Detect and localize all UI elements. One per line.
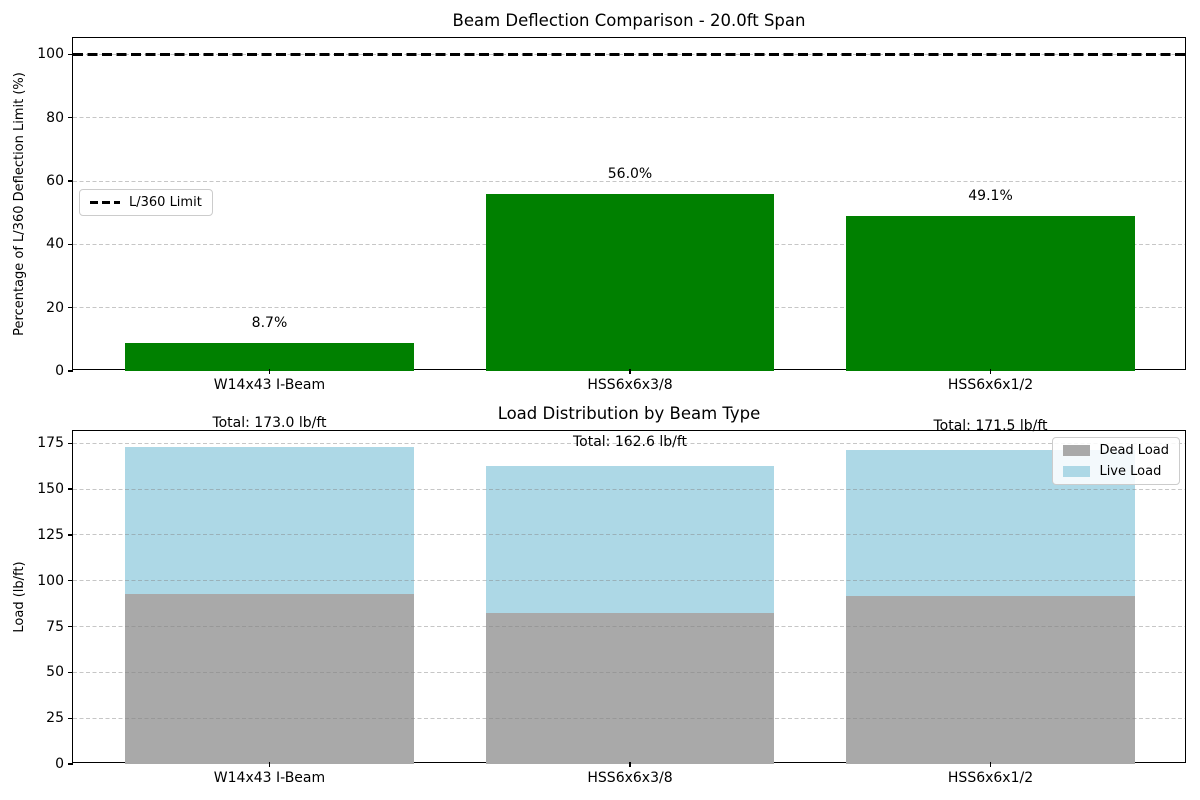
x-tick-label: W14x43 I-Beam [213, 770, 326, 786]
plot-area: 0 25 50 75 100 125 150 175 W14x43 I-Beam HSS6x6x3… [37, 415, 1186, 786]
gridline [73, 717, 1185, 719]
y-tick-label: 75 [46, 618, 64, 635]
y-axis-label: Percentage of L/360 Deflection Limit (%) [12, 71, 27, 336]
y-tick-mark [68, 180, 73, 182]
legend: Dead Load Live Load [1052, 437, 1180, 485]
y-tick-mark [68, 717, 73, 719]
bar-segment [125, 446, 414, 594]
x-tick-mark [268, 369, 271, 374]
bar [485, 193, 775, 371]
y-tick-mark [68, 442, 73, 444]
x-tick-label: W14x43 I-Beam [213, 377, 326, 393]
y-tick-label: 175 [37, 435, 64, 452]
bar-value-label: 56.0% [607, 165, 653, 182]
y-tick-label: 100 [37, 572, 64, 589]
x-tick-label: HSS6x6x1/2 [947, 377, 1034, 393]
y-tick-mark [68, 243, 73, 245]
load-distribution-chart: Load Distribution by Beam Type Load (lb/… [12, 405, 1186, 786]
color-patch-swatch [1063, 445, 1091, 456]
bar-total-label: Total: 173.0 lb/ft [212, 414, 327, 431]
legend: L/360 Limit [79, 189, 213, 216]
gridline [73, 488, 1185, 490]
gridline [73, 117, 1185, 119]
x-tick-label: HSS6x6x3/8 [587, 377, 673, 393]
x-tick-label: HSS6x6x3/8 [587, 770, 673, 786]
y-tick-mark [68, 580, 73, 582]
legend-label: L/360 Limit [129, 195, 202, 210]
y-tick-mark [68, 534, 73, 536]
y-tick-label: 0 [55, 756, 64, 772]
legend-label: Dead Load [1099, 443, 1169, 458]
chart-title: Load Distribution by Beam Type [497, 404, 761, 423]
bar-value-label: 8.7% [251, 315, 288, 332]
y-tick-label: 150 [37, 481, 64, 498]
legend-entry: L/360 Limit [90, 195, 202, 210]
dashed-line-swatch [90, 201, 120, 204]
bar-value-label: 49.1% [968, 187, 1013, 204]
y-axis-label: Load (lb/ft) [12, 560, 27, 633]
gridline [73, 671, 1185, 673]
x-tick-mark [629, 762, 631, 767]
x-tick-mark [989, 762, 992, 767]
legend-entry: Dead Load [1063, 443, 1169, 458]
x-tick-label: HSS6x6x1/2 [947, 770, 1034, 786]
bar [125, 343, 414, 371]
gridline [73, 180, 1185, 182]
y-tick-label: 50 [46, 664, 64, 681]
x-tick-mark [268, 762, 271, 767]
x-tick-mark [629, 369, 631, 374]
y-tick-mark [68, 117, 73, 119]
gridline [73, 626, 1185, 628]
legend-label: Live Load [1099, 464, 1162, 479]
plot-area: 0 20 40 60 80 100 W14x43 I-Beam HSS6x6x3/8 HSS6x… [37, 37, 1186, 393]
reference-line [73, 53, 1185, 56]
y-tick-label: 100 [37, 46, 64, 63]
color-patch-swatch [1063, 466, 1091, 477]
y-tick-mark [68, 307, 73, 309]
y-tick-label: 80 [46, 109, 64, 126]
deflection-chart: Beam Deflection Comparison - 20.0ft Span… [12, 12, 1186, 393]
gridline [73, 442, 1185, 444]
y-tick-mark [68, 488, 73, 490]
bar-total-label: Total: 162.6 lb/ft [572, 434, 688, 450]
y-tick-mark [68, 763, 73, 765]
legend-entry: Live Load [1063, 464, 1169, 479]
gridline [73, 580, 1185, 582]
bar-segment [485, 612, 775, 764]
x-tick-mark [989, 369, 992, 374]
y-tick-mark [68, 370, 73, 372]
y-tick-mark [68, 625, 73, 628]
bar-segment [485, 466, 775, 613]
bar [846, 215, 1135, 371]
y-tick-label: 125 [37, 526, 64, 543]
gridline [73, 534, 1185, 536]
bar-segment [846, 596, 1135, 764]
y-tick-mark [68, 671, 73, 673]
y-tick-label: 60 [46, 173, 64, 190]
y-tick-label: 40 [46, 236, 64, 253]
bar-total-label: Total: 171.5 lb/ft [933, 417, 1048, 434]
y-tick-label: 0 [55, 363, 64, 379]
y-tick-label: 20 [46, 299, 64, 316]
y-tick-mark [68, 53, 73, 56]
chart-title: Beam Deflection Comparison - 20.0ft Span [452, 11, 806, 30]
y-tick-label: 25 [46, 710, 64, 727]
bar-segment [125, 593, 414, 764]
